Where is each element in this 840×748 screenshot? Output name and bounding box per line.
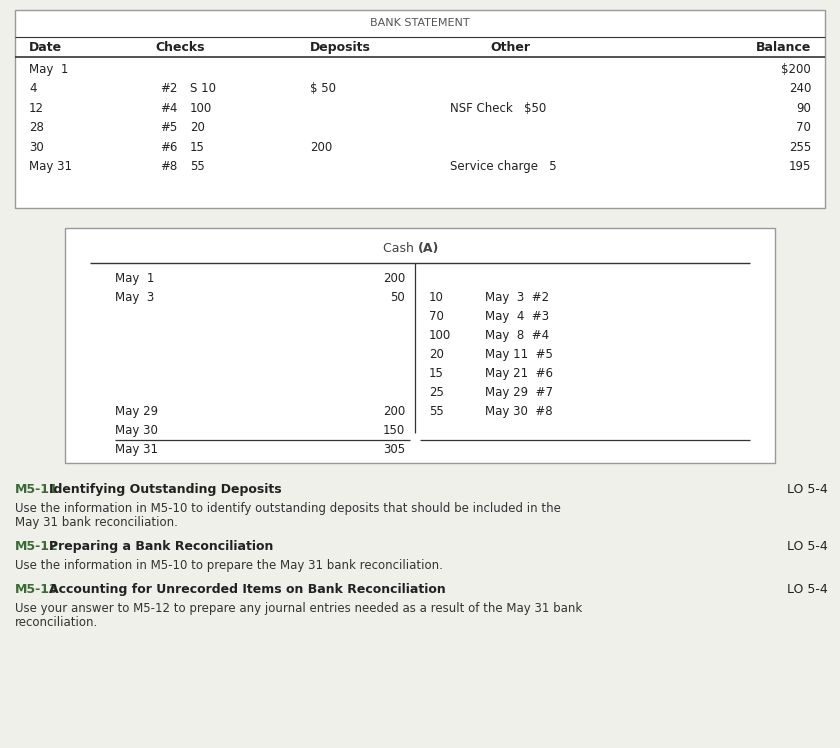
Text: 70: 70 [796,121,811,134]
Text: 200: 200 [383,272,405,284]
Text: $200: $200 [781,63,811,76]
Text: 10: 10 [429,290,444,304]
Text: Use your answer to M5-12 to prepare any journal entries needed as a result of th: Use your answer to M5-12 to prepare any … [15,602,582,615]
Text: Service charge   5: Service charge 5 [450,160,557,173]
Text: May 31: May 31 [29,160,72,173]
Text: 70: 70 [429,310,444,322]
Text: LO 5-4: LO 5-4 [787,540,828,553]
Text: 12: 12 [29,102,44,114]
Text: 150: 150 [383,423,405,437]
Text: 30: 30 [29,141,44,153]
Text: Date: Date [29,40,62,54]
Text: 15: 15 [429,367,444,379]
Text: May  4  #3: May 4 #3 [485,310,549,322]
Text: 100: 100 [429,328,451,342]
Text: (A): (A) [418,242,439,254]
Text: Use the information in M5-10 to prepare the May 31 bank reconciliation.: Use the information in M5-10 to prepare … [15,559,443,572]
Text: Use the information in M5-10 to identify outstanding deposits that should be inc: Use the information in M5-10 to identify… [15,502,561,515]
Text: May  1: May 1 [115,272,155,284]
Text: Identifying Outstanding Deposits: Identifying Outstanding Deposits [49,483,281,496]
Text: Checks: Checks [155,40,205,54]
Text: 305: 305 [383,443,405,456]
Text: 90: 90 [796,102,811,114]
Text: 50: 50 [391,290,405,304]
Text: S 10: S 10 [190,82,216,95]
Text: May 29  #7: May 29 #7 [485,385,553,399]
Text: 28: 28 [29,121,44,134]
Text: #4: #4 [160,102,177,114]
Text: #5: #5 [160,121,177,134]
Text: $ 50: $ 50 [310,82,336,95]
Text: 200: 200 [383,405,405,417]
Text: 55: 55 [190,160,205,173]
Text: May  1: May 1 [29,63,68,76]
Text: 195: 195 [789,160,811,173]
Text: 200: 200 [310,141,333,153]
Text: 100: 100 [190,102,213,114]
Text: LO 5-4: LO 5-4 [787,483,828,496]
Bar [15,10,825,208]
Text: #2: #2 [160,82,177,95]
Text: 20: 20 [429,348,444,361]
Text: M5-11: M5-11 [15,483,59,496]
Text: 255: 255 [789,141,811,153]
Text: 15: 15 [190,141,205,153]
Text: #8: #8 [160,160,177,173]
Text: Deposits: Deposits [310,40,370,54]
Text: 55: 55 [429,405,444,417]
Text: Balance: Balance [756,40,811,54]
Text: May  3: May 3 [115,290,155,304]
Text: Cash: Cash [383,242,418,254]
Text: May 31 bank reconciliation.: May 31 bank reconciliation. [15,516,178,529]
Text: M5-13: M5-13 [15,583,59,596]
Text: 20: 20 [190,121,205,134]
Text: #6: #6 [160,141,177,153]
Text: 25: 25 [429,385,444,399]
Text: May 31: May 31 [115,443,158,456]
Text: NSF Check   $50: NSF Check $50 [450,102,546,114]
Text: May 30  #8: May 30 #8 [485,405,553,417]
Text: Preparing a Bank Reconciliation: Preparing a Bank Reconciliation [49,540,273,553]
Text: M5-12: M5-12 [15,540,59,553]
Text: Accounting for Unrecorded Items on Bank Reconciliation: Accounting for Unrecorded Items on Bank … [49,583,446,596]
Text: May 11  #5: May 11 #5 [485,348,553,361]
Bar [65,228,775,463]
Text: May 29: May 29 [115,405,158,417]
Text: Other: Other [490,40,530,54]
Text: BANK STATEMENT: BANK STATEMENT [370,18,470,28]
Text: LO 5-4: LO 5-4 [787,583,828,596]
Text: May  8  #4: May 8 #4 [485,328,549,342]
Text: 4: 4 [29,82,36,95]
Text: May  3  #2: May 3 #2 [485,290,549,304]
Text: 240: 240 [789,82,811,95]
Text: reconciliation.: reconciliation. [15,616,98,629]
Text: May 30: May 30 [115,423,158,437]
Text: May 21  #6: May 21 #6 [485,367,553,379]
